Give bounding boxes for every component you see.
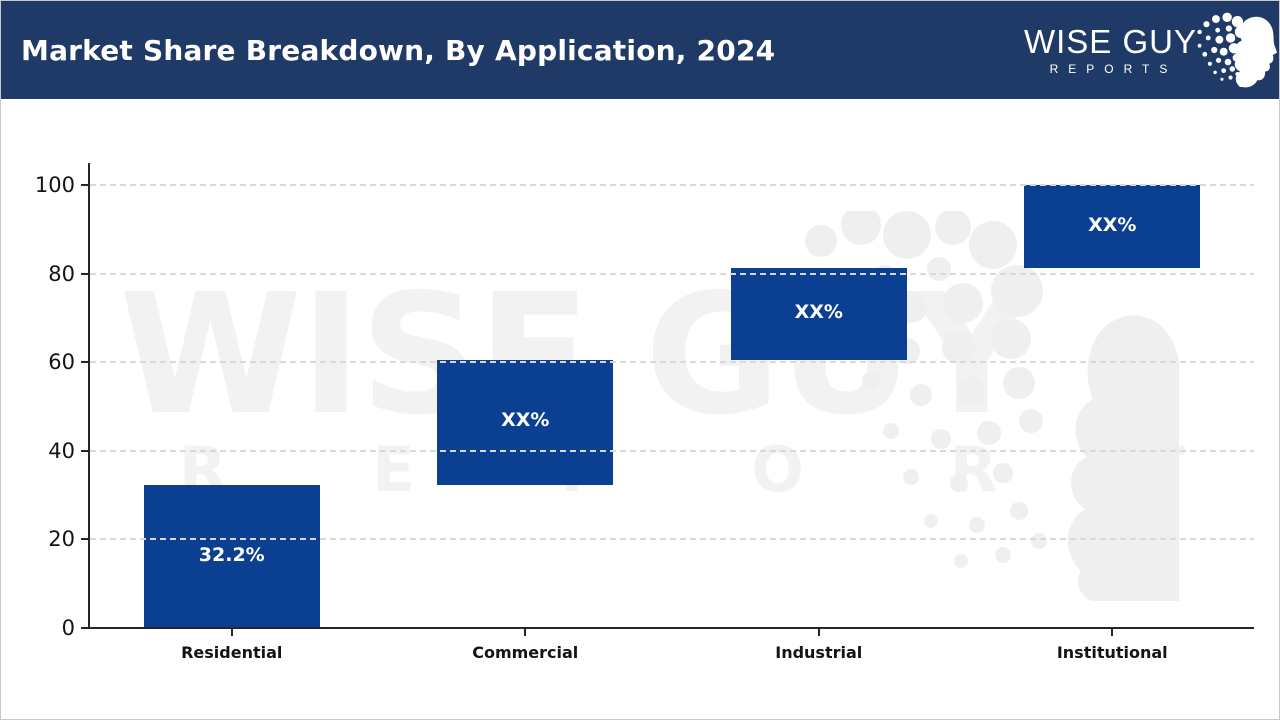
y-tick-label-40: 40 (48, 438, 75, 463)
bar-residential (143, 485, 320, 628)
x-axis-spine (88, 627, 1254, 629)
y-tick-label-0: 0 (61, 616, 75, 640)
y-tick-label-100: 100 (34, 173, 75, 197)
logo-text: WISE GUY REPORTS (1024, 25, 1197, 76)
header-band: Market Share Breakdown, By Application, … (1, 1, 1279, 99)
category-label-residential: Residential (181, 643, 283, 662)
x-tick-commercial (524, 629, 527, 636)
y-tick-label-60: 60 (48, 350, 75, 375)
bar-commercial (437, 359, 614, 486)
gridline-20 (90, 538, 1254, 541)
gridline-100 (90, 184, 1254, 186)
logo-wordmark: WISE GUY (1023, 22, 1197, 60)
category-label-institutional: Institutional (1056, 643, 1168, 662)
logo-subtext: REPORTS (1049, 61, 1178, 76)
y-tick-20 (81, 538, 88, 541)
y-tick-80 (81, 272, 88, 275)
gridline-40 (90, 449, 1254, 452)
y-tick-label-80: 80 (48, 261, 75, 286)
x-tick-industrial (817, 629, 820, 636)
chart-title: Market Share Breakdown, By Application, … (21, 33, 776, 67)
y-tick-label-20: 20 (48, 527, 75, 552)
bar-value-label-industrial: XX% (794, 300, 843, 323)
y-tick-40 (81, 449, 88, 452)
y-tick-0 (81, 627, 88, 629)
x-tick-institutional (1111, 629, 1114, 636)
bar-value-label-residential: 32.2% (198, 543, 265, 566)
category-label-commercial: Commercial (472, 643, 579, 662)
wise-guy-reports-logo: WISE GUY REPORTS (1017, 5, 1277, 95)
y-tick-100 (81, 184, 88, 186)
bar-value-label-commercial: XX% (501, 409, 550, 432)
gridline-60 (90, 361, 1254, 364)
y-tick-60 (81, 361, 88, 364)
bar-institutional (1024, 185, 1201, 269)
x-tick-residential (230, 629, 233, 636)
y-axis-spine (88, 163, 90, 629)
logo-face-icon (1197, 12, 1277, 88)
bar-value-label-institutional: XX% (1088, 213, 1137, 236)
category-label-industrial: Industrial (775, 643, 863, 662)
gridline-80 (90, 272, 1254, 275)
